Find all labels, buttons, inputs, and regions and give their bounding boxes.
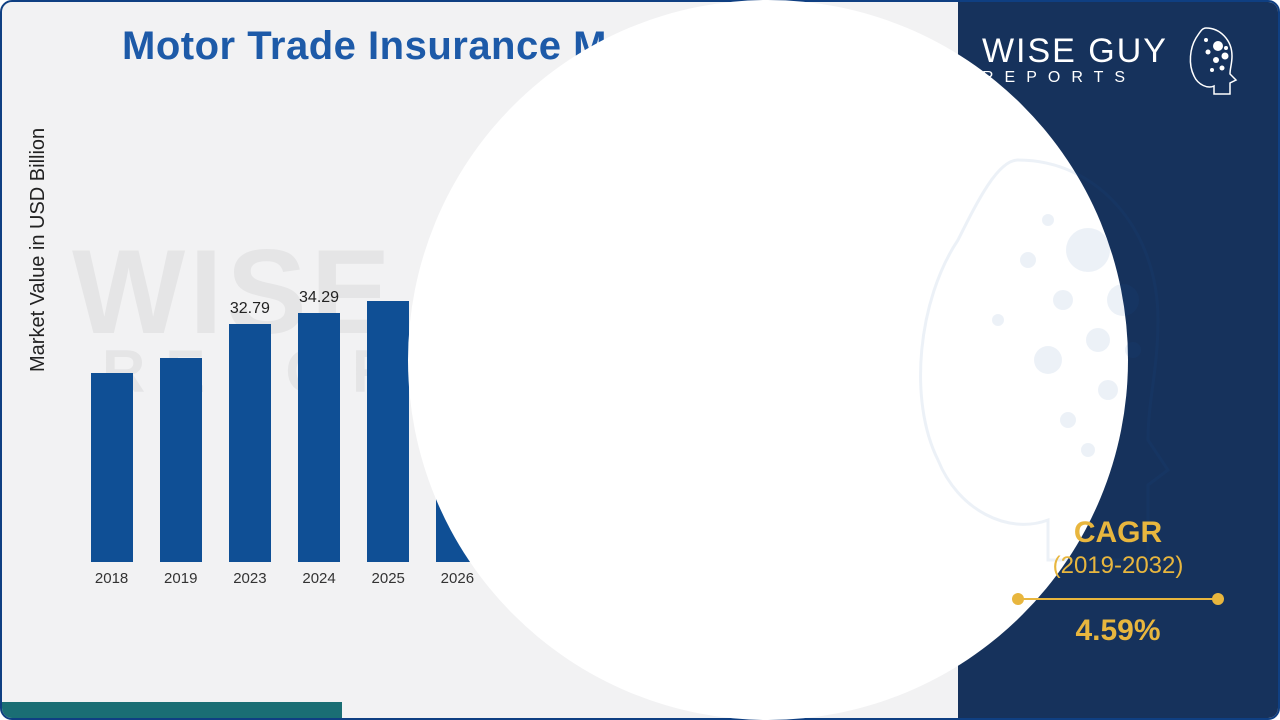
cagr-range: (2019-2032) [1008,552,1228,580]
x-tick: 2025 [358,570,418,587]
bar-value-label: 32.79 [230,300,270,320]
bar-rect [367,301,409,562]
bar: 34.29 [289,289,349,562]
bar-rect [229,324,271,562]
cagr-value: 4.59% [1008,614,1228,648]
logo-line2: REPORTS [982,68,1168,87]
bar-rect [298,313,340,562]
cagr-label: CAGR [1008,516,1228,550]
logo-head-icon [1178,26,1238,96]
cagr-divider [1018,598,1218,600]
brand-logo: WISE GUY REPORTS [982,26,1238,96]
bottom-accent-strip [2,702,342,718]
bar-value-label: 34.29 [299,289,339,309]
bar: 32.79 [220,300,280,562]
y-axis-label: Market Value in USD Billion [27,128,50,372]
logo-line1: WISE GUY [982,34,1168,68]
x-tick: 2023 [220,570,280,587]
x-tick: 2024 [289,570,349,587]
bar [151,334,211,562]
bar-rect [160,358,202,562]
report-card: Motor Trade Insurance Market WISE GUY RE… [0,0,1280,720]
cagr-block: CAGR (2019-2032) 4.59% [1008,516,1228,648]
bar [82,349,142,562]
x-tick: 2019 [151,570,211,587]
x-tick: 2018 [82,570,142,587]
bar-rect [91,373,133,562]
